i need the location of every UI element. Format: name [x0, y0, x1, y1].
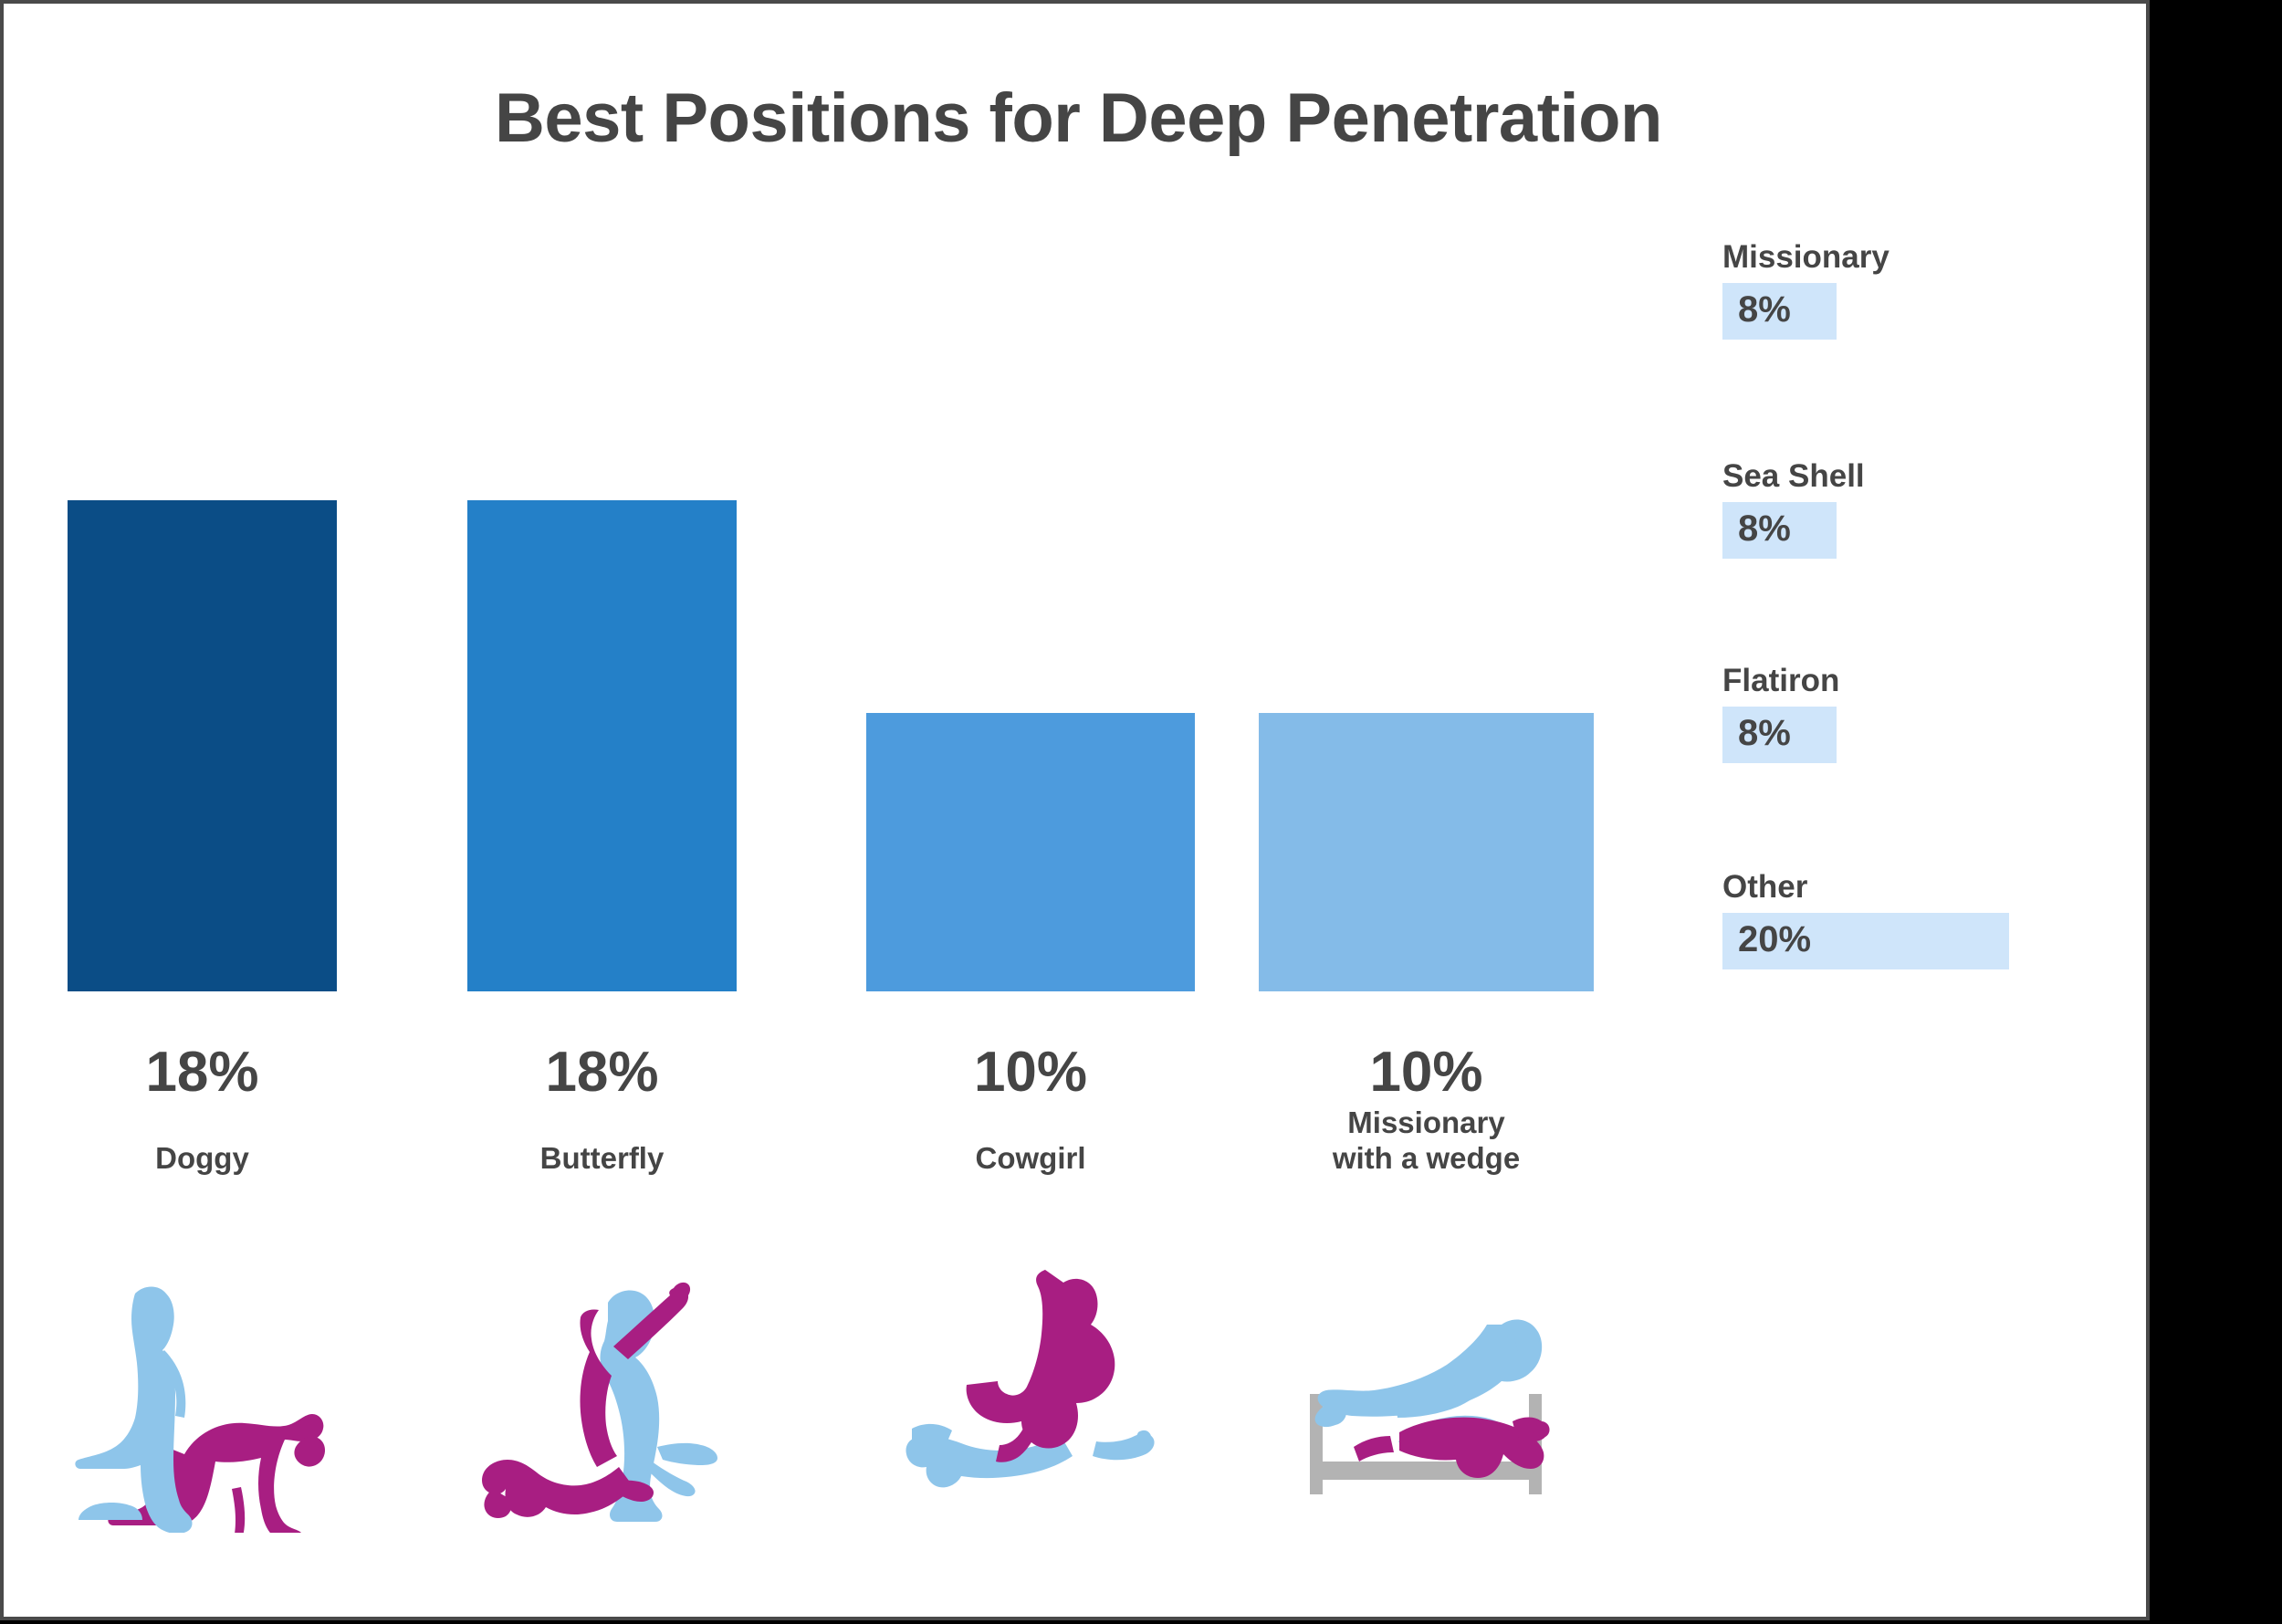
bar-label-line1: Doggy	[155, 1141, 249, 1176]
bar-rect-doggy[interactable]	[68, 500, 337, 991]
bar-value-doggy: 18%	[145, 1041, 259, 1104]
side-item-label: Flatiron	[1722, 663, 1840, 698]
side-item-value: 8%	[1738, 289, 1791, 330]
side-item-bar	[1722, 913, 2009, 969]
bar-label-line2: with a wedge	[1332, 1141, 1521, 1176]
bar-value-butterfly: 18%	[545, 1041, 659, 1104]
illustration-doggy	[68, 1259, 337, 1533]
side-item-label: Sea Shell	[1722, 458, 1865, 494]
bar-rect-missionary-wedge[interactable]	[1259, 713, 1594, 991]
side-item-bar	[1722, 707, 1837, 763]
right-black-strip	[2150, 0, 2282, 1624]
side-item-label: Other	[1722, 869, 1808, 905]
bar-label-missionary-wedge: Missionary with a wedge	[1222, 1105, 1630, 1177]
bar-value-cowgirl: 10%	[973, 1041, 1088, 1104]
bar-group-doggy[interactable]: 18% Doggy	[68, 4, 337, 1617]
page-title: Best Positions for Deep Penetration	[495, 79, 1662, 157]
side-item-value: 8%	[1738, 508, 1791, 549]
bar-label-doggy: Doggy	[31, 1141, 373, 1177]
bar-label-butterfly: Butterfly	[431, 1141, 773, 1177]
side-item-bar	[1722, 502, 1837, 559]
main-bar-chart: 18% Doggy	[4, 4, 1647, 1617]
side-item-bar	[1722, 283, 1837, 340]
infographic-canvas: Best Positions for Deep Penetration 18% …	[0, 0, 2150, 1620]
illustration-butterfly	[467, 1259, 737, 1533]
bar-group-butterfly[interactable]: 18% Butterfly	[467, 4, 737, 1617]
bar-group-cowgirl[interactable]: 10% Cowgirl	[866, 4, 1195, 1617]
illustration-cowgirl	[866, 1259, 1195, 1533]
bar-rect-cowgirl[interactable]	[866, 713, 1195, 991]
bar-label-cowgirl: Cowgirl	[830, 1141, 1231, 1177]
bar-group-missionary-wedge[interactable]: 10% Missionary with a wedge	[1259, 4, 1594, 1617]
bar-label-line1: Missionary	[1347, 1105, 1505, 1140]
side-item-label: Missionary	[1722, 239, 1889, 275]
side-item-value: 8%	[1738, 713, 1791, 753]
side-item-value: 20%	[1738, 919, 1812, 959]
bar-label-line1: Cowgirl	[975, 1141, 1086, 1176]
illustration-missionary-wedge	[1259, 1259, 1594, 1533]
bar-label-line1: Butterfly	[539, 1141, 665, 1176]
bar-value-missionary-wedge: 10%	[1369, 1041, 1483, 1104]
bar-rect-butterfly[interactable]	[467, 500, 737, 991]
